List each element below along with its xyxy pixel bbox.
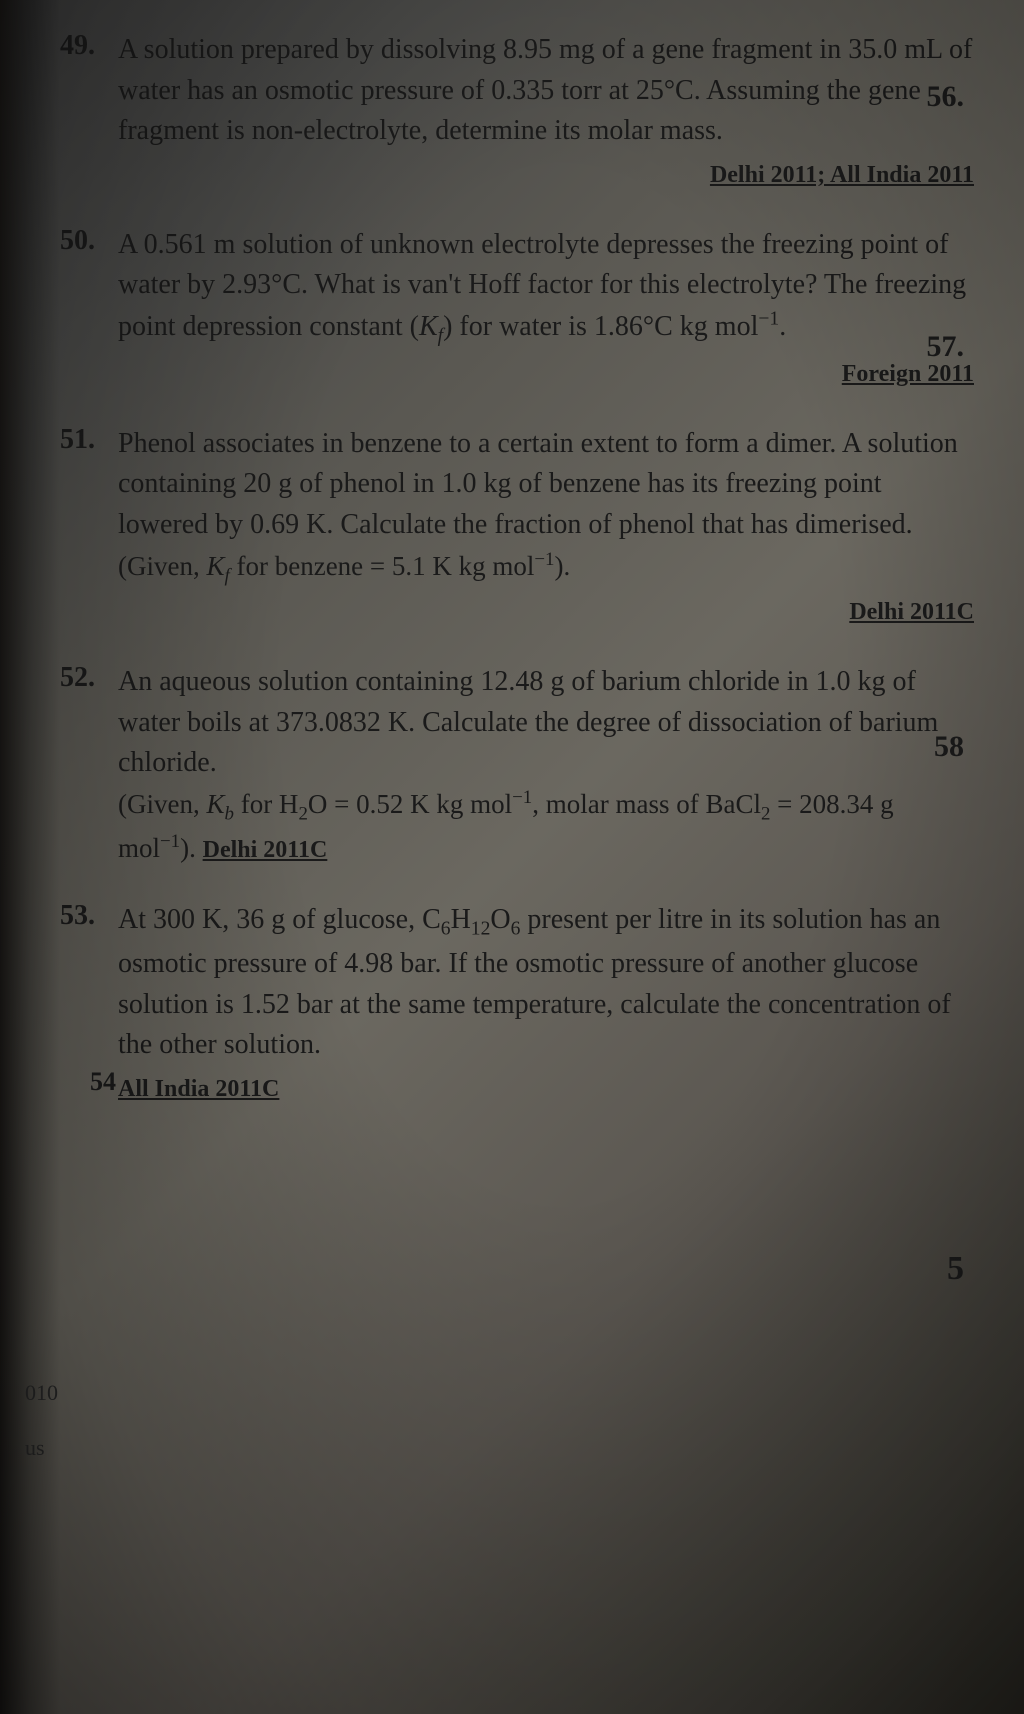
page-fragment-number: 54	[90, 1067, 116, 1097]
question-number: 53.	[60, 900, 110, 932]
question-text: Phenol associates in benzene to a certai…	[118, 428, 958, 540]
margin-number-58: 58	[934, 730, 964, 764]
question-50: 50. A 0.561 m solution of unknown electr…	[60, 225, 974, 392]
question-source: Delhi 2011C	[203, 837, 328, 863]
question-text: A solution prepared by dissolving 8.95 m…	[118, 34, 972, 146]
question-text: At 300 K, 36 g of glucose, C6H12O6 prese…	[118, 904, 951, 1060]
question-given: (Given, Kb for H2O = 0.52 K kg mol−1, mo…	[118, 784, 974, 868]
question-number: 49.	[60, 30, 110, 62]
question-source: All India 2011C	[118, 1072, 974, 1107]
question-text: A 0.561 m solution of unknown electrolyt…	[118, 229, 966, 343]
margin-number-56: 56.	[927, 80, 965, 114]
margin-text-us: us	[25, 1435, 45, 1461]
question-source: Foreign 2011	[118, 357, 974, 392]
question-number: 51.	[60, 424, 110, 456]
question-given: (Given, Kf for benzene = 5.1 K kg mol−1)…	[118, 546, 974, 590]
question-49: 49. A solution prepared by dissolving 8.…	[60, 30, 974, 193]
question-source: Delhi 2011; All India 2011	[118, 158, 974, 193]
question-52: 52. An aqueous solution containing 12.48…	[60, 662, 974, 868]
question-source: Delhi 2011C	[118, 595, 974, 630]
question-53: 53. At 300 K, 36 g of glucose, C6H12O6 p…	[60, 900, 974, 1107]
question-text: An aqueous solution containing 12.48 g o…	[118, 666, 938, 778]
margin-number-5: 5	[947, 1250, 964, 1288]
margin-text-010: 010	[25, 1380, 58, 1406]
question-number: 50.	[60, 225, 110, 257]
margin-number-57: 57.	[927, 330, 965, 364]
question-number: 52.	[60, 662, 110, 694]
question-51: 51. Phenol associates in benzene to a ce…	[60, 424, 974, 630]
